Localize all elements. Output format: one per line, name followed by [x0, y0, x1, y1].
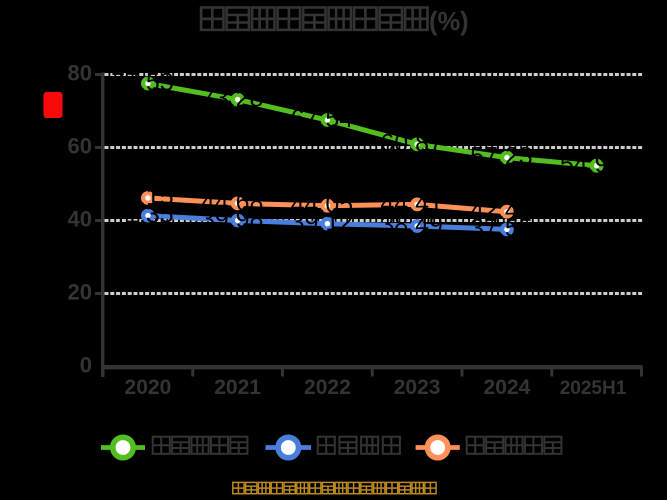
svg-text:60: 60: [68, 134, 92, 159]
svg-text:40: 40: [68, 207, 92, 232]
svg-text:60.87: 60.87: [380, 129, 443, 157]
svg-text:20: 20: [68, 280, 92, 305]
svg-text:80: 80: [68, 61, 92, 86]
svg-text:37.55: 37.55: [470, 214, 533, 242]
svg-text:2025H1: 2025H1: [560, 378, 627, 399]
svg-text:42.42: 42.42: [470, 197, 533, 225]
svg-text:(%): (%): [429, 8, 469, 36]
svg-text:44.41: 44.41: [380, 189, 443, 217]
svg-text:73.28: 73.28: [201, 85, 264, 113]
svg-text:2022: 2022: [304, 376, 351, 399]
svg-text:39.98: 39.98: [201, 206, 264, 234]
svg-text:77.53: 77.53: [111, 69, 174, 97]
svg-text:46.15: 46.15: [111, 183, 174, 211]
svg-text:39.12: 39.12: [291, 209, 354, 237]
svg-text:38.49: 38.49: [380, 211, 443, 239]
svg-text:41.35: 41.35: [111, 201, 174, 229]
svg-text:44.05: 44.05: [291, 191, 354, 219]
svg-text:57.23: 57.23: [470, 143, 533, 171]
svg-text:2020: 2020: [125, 376, 172, 399]
svg-text:67.54: 67.54: [291, 105, 354, 133]
svg-text:2023: 2023: [394, 376, 441, 399]
svg-text:2024: 2024: [484, 376, 531, 399]
svg-text:0: 0: [80, 352, 92, 377]
svg-text:44.68: 44.68: [201, 188, 264, 216]
svg-text:2021: 2021: [214, 376, 261, 399]
svg-text:54.99: 54.99: [560, 151, 623, 179]
